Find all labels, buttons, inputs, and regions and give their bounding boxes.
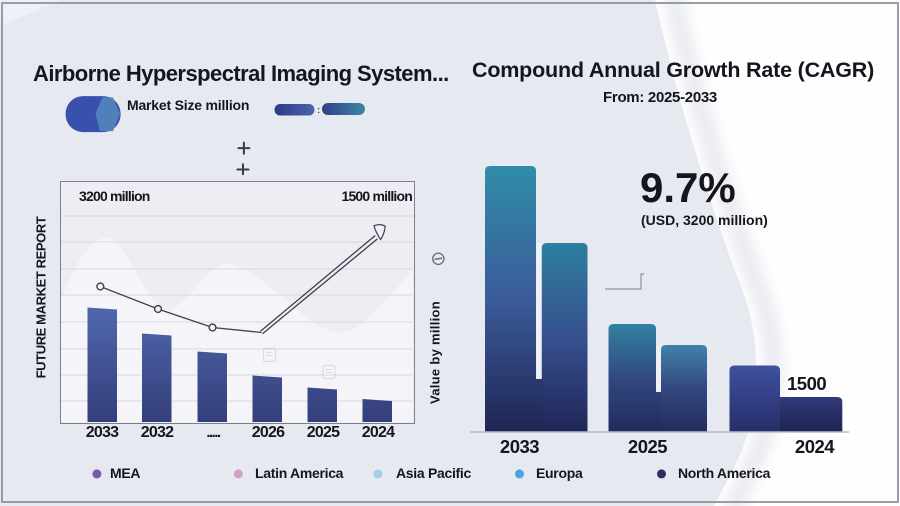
svg-text::: : xyxy=(317,105,320,116)
